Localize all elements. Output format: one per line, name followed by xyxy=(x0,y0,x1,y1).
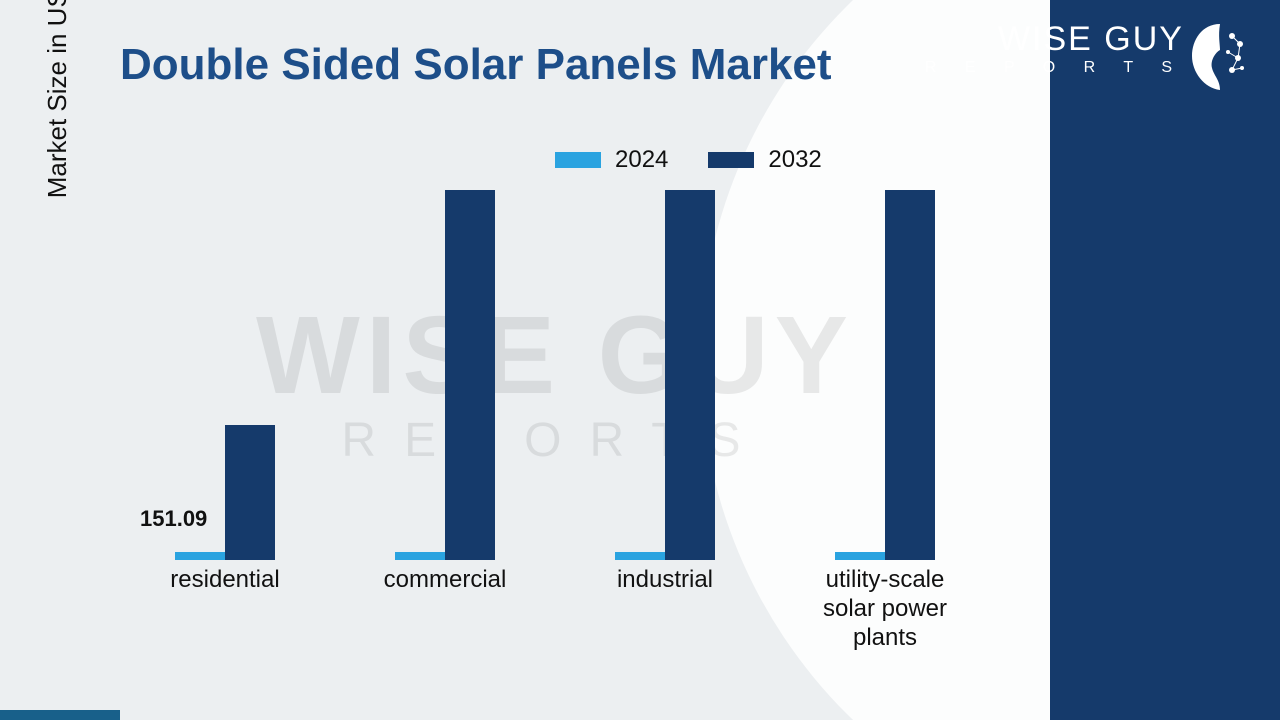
plot-area: 151.09 xyxy=(120,190,1020,560)
bar-2024-commercial xyxy=(395,552,445,560)
value-label-residential: 151.09 xyxy=(140,506,207,532)
bar-2032-commercial xyxy=(445,190,495,560)
legend-label-2024: 2024 xyxy=(615,146,668,174)
x-label-residential: residential xyxy=(140,566,310,595)
x-label-industrial: industrial xyxy=(580,566,750,595)
y-axis-label: Market Size in USD Billion xyxy=(42,0,73,198)
x-axis-labels: residential commercial industrial utility-s… xyxy=(120,562,1020,692)
chart-stage: WISE GUY REPORTS WISE GUY R E P O R T S xyxy=(0,0,1280,720)
bar-group-industrial xyxy=(590,190,740,560)
bar-group-residential: 151.09 xyxy=(150,425,300,560)
logo-head-icon xyxy=(1188,22,1252,92)
brand-logo: WISE GUY R E P O R T S xyxy=(925,22,1252,92)
x-label-utility: utility-scale solar power plants xyxy=(800,566,970,652)
logo-sub-text: R E P O R T S xyxy=(925,58,1184,77)
legend: 2024 2032 xyxy=(555,146,822,174)
legend-item-2032: 2032 xyxy=(708,146,821,174)
legend-label-2032: 2032 xyxy=(768,146,821,174)
legend-swatch-2024 xyxy=(555,152,601,168)
bar-2024-utility xyxy=(835,552,885,560)
bar-group-commercial xyxy=(370,190,520,560)
legend-swatch-2032 xyxy=(708,152,754,168)
bar-group-utility xyxy=(810,190,960,560)
bottom-accent-strip xyxy=(0,710,120,720)
brand-band xyxy=(1050,0,1280,720)
bar-2032-residential xyxy=(225,425,275,560)
bar-2024-industrial xyxy=(615,552,665,560)
bar-2032-industrial xyxy=(665,190,715,560)
chart-title: Double Sided Solar Panels Market xyxy=(120,40,832,90)
bar-2024-residential xyxy=(175,552,225,560)
legend-item-2024: 2024 xyxy=(555,146,668,174)
bar-2032-utility xyxy=(885,190,935,560)
x-label-commercial: commercial xyxy=(360,566,530,595)
logo-main-text: WISE GUY xyxy=(998,22,1184,56)
